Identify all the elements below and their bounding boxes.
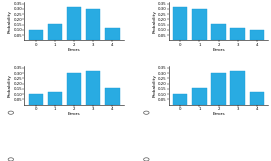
- Y-axis label: Probability: Probability: [152, 9, 156, 33]
- Bar: [86, 9, 101, 41]
- Bar: [67, 73, 81, 105]
- Bar: [29, 30, 43, 41]
- Y-axis label: Probability: Probability: [152, 74, 156, 97]
- Bar: [250, 92, 264, 105]
- Bar: [230, 28, 245, 41]
- Bar: [105, 28, 120, 41]
- X-axis label: Errors: Errors: [68, 48, 80, 52]
- X-axis label: Errors: Errors: [212, 48, 225, 52]
- Bar: [48, 24, 62, 41]
- Y-axis label: Probability: Probability: [8, 74, 12, 97]
- Bar: [192, 88, 207, 105]
- Bar: [250, 30, 264, 41]
- Bar: [105, 88, 120, 105]
- Bar: [29, 94, 43, 105]
- Bar: [211, 73, 226, 105]
- Bar: [48, 92, 62, 105]
- Bar: [86, 71, 101, 105]
- Bar: [211, 24, 226, 41]
- X-axis label: Errors: Errors: [68, 112, 80, 116]
- X-axis label: Errors: Errors: [212, 112, 225, 116]
- Y-axis label: Probability: Probability: [8, 9, 12, 33]
- Bar: [173, 94, 188, 105]
- Bar: [173, 7, 188, 41]
- Bar: [192, 9, 207, 41]
- Bar: [67, 7, 81, 41]
- Bar: [230, 71, 245, 105]
